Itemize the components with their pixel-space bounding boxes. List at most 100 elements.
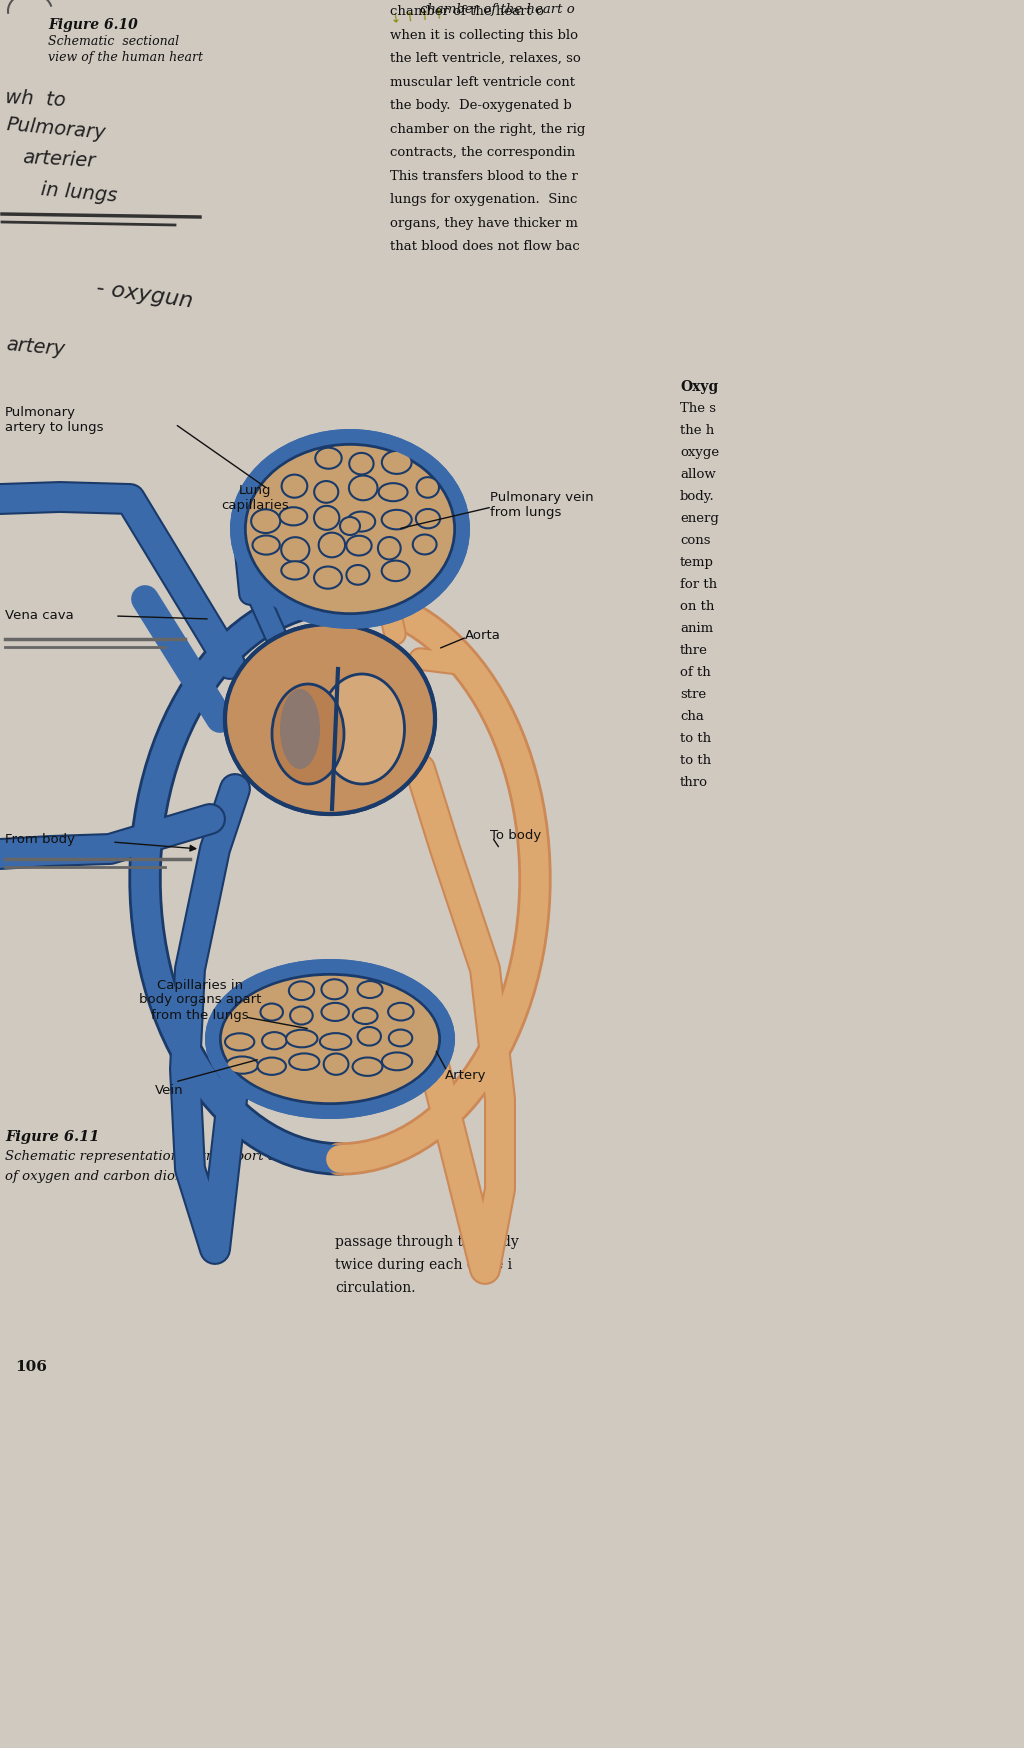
Ellipse shape <box>272 685 344 785</box>
Ellipse shape <box>378 533 407 554</box>
Ellipse shape <box>382 451 412 475</box>
Ellipse shape <box>319 675 404 785</box>
Text: - oxygun: - oxygun <box>95 278 195 311</box>
Ellipse shape <box>290 1007 312 1024</box>
Text: Pulmonary vein
from lungs: Pulmonary vein from lungs <box>490 491 594 519</box>
Text: Schematic  sectional: Schematic sectional <box>48 35 179 47</box>
Text: To body: To body <box>490 829 542 841</box>
Text: the h: the h <box>680 423 715 437</box>
Text: artery: artery <box>5 336 66 358</box>
Ellipse shape <box>389 1030 413 1047</box>
Text: chamber on the right, the rig: chamber on the right, the rig <box>390 122 586 135</box>
Text: chamber of the heart o: chamber of the heart o <box>420 3 574 16</box>
Ellipse shape <box>350 565 373 584</box>
Ellipse shape <box>339 514 361 535</box>
Text: Aorta: Aorta <box>465 628 501 642</box>
Ellipse shape <box>280 690 319 769</box>
Ellipse shape <box>245 444 455 615</box>
Text: chamber of the heart o: chamber of the heart o <box>390 5 544 17</box>
Ellipse shape <box>388 1003 414 1021</box>
Text: wh  to: wh to <box>5 87 67 110</box>
Ellipse shape <box>225 1033 254 1051</box>
Ellipse shape <box>278 687 323 773</box>
Text: circulation.: circulation. <box>335 1280 416 1294</box>
Text: Pulmorary: Pulmorary <box>5 115 106 143</box>
Text: oxyge: oxyge <box>680 446 719 458</box>
Text: of oxygen and carbon dioxide: of oxygen and carbon dioxide <box>5 1169 203 1182</box>
Ellipse shape <box>417 484 441 502</box>
Ellipse shape <box>314 509 341 528</box>
Ellipse shape <box>314 566 342 589</box>
Ellipse shape <box>286 1030 317 1047</box>
Ellipse shape <box>282 510 305 533</box>
Text: in lungs: in lungs <box>40 180 118 206</box>
Ellipse shape <box>383 475 406 500</box>
Ellipse shape <box>289 1054 319 1070</box>
Text: to th: to th <box>680 732 711 745</box>
Ellipse shape <box>282 561 308 580</box>
Ellipse shape <box>220 974 440 1105</box>
Ellipse shape <box>351 453 373 477</box>
Ellipse shape <box>319 1033 351 1051</box>
Ellipse shape <box>319 1033 351 1051</box>
Ellipse shape <box>345 482 372 500</box>
Ellipse shape <box>388 1003 414 1021</box>
Ellipse shape <box>382 1052 413 1072</box>
Ellipse shape <box>225 1033 254 1051</box>
Ellipse shape <box>352 1058 382 1077</box>
Ellipse shape <box>349 475 378 502</box>
Ellipse shape <box>353 1009 378 1024</box>
Ellipse shape <box>251 510 281 533</box>
Ellipse shape <box>283 537 305 561</box>
Text: From body: From body <box>5 834 75 846</box>
Ellipse shape <box>353 1009 378 1024</box>
Ellipse shape <box>377 565 401 587</box>
Text: energ: energ <box>680 512 719 524</box>
Text: when it is collecting this blo: when it is collecting this blo <box>390 28 578 42</box>
Text: lungs for oxygenation.  Sinc: lungs for oxygenation. Sinc <box>390 192 578 206</box>
Text: the left ventricle, relaxes, so: the left ventricle, relaxes, so <box>390 52 581 65</box>
Ellipse shape <box>389 1030 413 1047</box>
Ellipse shape <box>290 1007 312 1024</box>
Text: for th: for th <box>680 577 717 591</box>
Ellipse shape <box>349 454 374 475</box>
Ellipse shape <box>348 540 377 558</box>
Ellipse shape <box>286 1030 317 1047</box>
Ellipse shape <box>322 1003 349 1021</box>
Ellipse shape <box>225 624 435 815</box>
Ellipse shape <box>324 1054 348 1075</box>
Text: 106: 106 <box>15 1360 47 1374</box>
Text: anim: anim <box>680 622 713 635</box>
Ellipse shape <box>357 1028 381 1045</box>
Ellipse shape <box>357 981 383 998</box>
Ellipse shape <box>289 563 311 586</box>
Text: stre: stre <box>680 687 707 701</box>
Ellipse shape <box>314 507 339 531</box>
Text: Lung
capillaries: Lung capillaries <box>221 484 289 512</box>
Ellipse shape <box>253 537 280 556</box>
Ellipse shape <box>255 507 278 530</box>
Text: contracts, the correspondin: contracts, the correspondin <box>390 145 575 159</box>
Ellipse shape <box>289 1054 319 1070</box>
Ellipse shape <box>378 538 400 559</box>
Ellipse shape <box>314 477 340 502</box>
Ellipse shape <box>357 1028 381 1045</box>
Ellipse shape <box>413 535 436 556</box>
Ellipse shape <box>382 512 406 531</box>
Text: arterier: arterier <box>22 149 96 171</box>
Text: This transfers blood to the r: This transfers blood to the r <box>390 170 578 182</box>
Ellipse shape <box>260 1003 283 1021</box>
Ellipse shape <box>315 449 342 470</box>
Text: organs, they have thicker m: organs, they have thicker m <box>390 217 578 229</box>
Text: of th: of th <box>680 666 711 678</box>
Ellipse shape <box>289 982 314 1000</box>
Text: Figure 6.10: Figure 6.10 <box>48 17 138 31</box>
Ellipse shape <box>340 517 360 535</box>
Ellipse shape <box>319 675 404 785</box>
Ellipse shape <box>245 444 455 615</box>
Text: twice during each cycle i: twice during each cycle i <box>335 1257 512 1271</box>
Ellipse shape <box>416 561 441 584</box>
Ellipse shape <box>272 685 344 785</box>
Ellipse shape <box>262 1033 287 1051</box>
Text: Figure 6.11: Figure 6.11 <box>5 1129 99 1143</box>
